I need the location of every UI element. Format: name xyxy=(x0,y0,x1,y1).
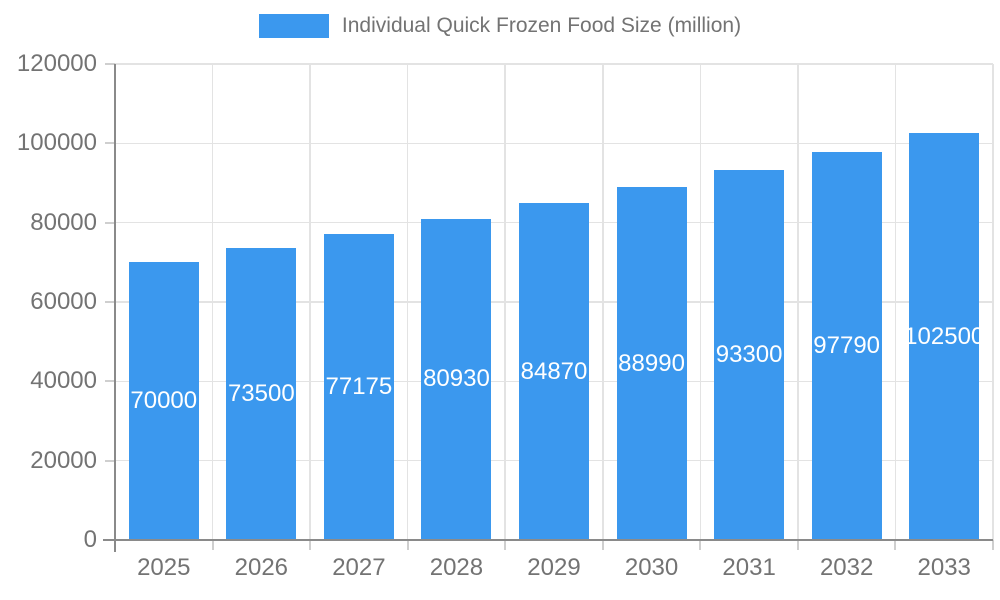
y-axis-tick xyxy=(105,380,115,383)
x-axis-tick xyxy=(601,540,604,550)
bar xyxy=(616,187,687,540)
h-gridline xyxy=(115,142,993,145)
bar-value-label: 70000 xyxy=(130,387,198,415)
x-axis-tick-label: 2025 xyxy=(137,554,191,581)
bar-value-label: 80930 xyxy=(423,365,490,393)
x-axis-tick-label: 2029 xyxy=(527,554,581,581)
x-axis-line xyxy=(103,539,993,541)
v-gridline xyxy=(309,64,311,540)
x-axis-tick-label: 2028 xyxy=(429,554,484,581)
y-axis-tick-label: 40000 xyxy=(30,367,97,395)
y-axis-tick-label: 0 xyxy=(83,526,97,553)
y-axis-line xyxy=(114,64,116,552)
bar xyxy=(421,218,492,540)
bar xyxy=(519,203,589,540)
bar xyxy=(128,262,199,540)
x-axis-tick-label: 2032 xyxy=(819,554,874,581)
x-axis-tick xyxy=(894,540,897,550)
y-axis-tick xyxy=(105,63,115,65)
x-axis-tick xyxy=(406,540,409,550)
y-axis-tick xyxy=(105,221,115,224)
v-gridline xyxy=(699,64,702,540)
x-axis-tick-label: 2027 xyxy=(332,554,386,581)
x-axis-tick-label: 2030 xyxy=(624,554,679,581)
v-gridline xyxy=(894,64,897,540)
y-axis-tick-label: 80000 xyxy=(30,208,97,236)
y-axis-tick-label: 120000 xyxy=(16,50,97,77)
bar-value-label: 73500 xyxy=(227,380,295,408)
x-axis-tick xyxy=(992,540,994,550)
h-gridline xyxy=(115,63,993,65)
bar xyxy=(811,152,882,540)
bar-value-label: 88990 xyxy=(618,349,685,377)
bar-value-label: 77175 xyxy=(325,372,393,400)
y-axis-tick xyxy=(105,301,115,303)
v-gridline xyxy=(992,64,994,540)
bar-value-label: 84870 xyxy=(520,357,588,385)
x-axis-tick-label: 2026 xyxy=(234,554,289,581)
x-axis-tick xyxy=(211,540,214,550)
y-axis-tick-label: 20000 xyxy=(30,446,97,474)
legend-swatch xyxy=(258,14,329,38)
y-axis-tick xyxy=(105,459,115,462)
legend: Individual Quick Frozen Food Size (milli… xyxy=(0,14,1000,38)
bar xyxy=(323,233,394,540)
x-axis-tick xyxy=(504,540,507,550)
bar xyxy=(714,169,785,540)
x-axis-tick xyxy=(796,540,799,550)
bar xyxy=(226,248,297,540)
v-gridline xyxy=(797,64,799,540)
y-axis-tick-label: 60000 xyxy=(30,288,97,315)
x-axis-tick-label: 2031 xyxy=(722,554,776,581)
bar-value-label: 93300 xyxy=(715,340,783,368)
x-axis-tick xyxy=(699,540,702,550)
x-axis-tick-label: 2033 xyxy=(917,554,971,581)
v-gridline xyxy=(602,64,604,540)
v-gridline xyxy=(211,64,214,540)
bar xyxy=(909,133,980,540)
x-axis-tick xyxy=(309,540,312,550)
bar-value-label: 102500 xyxy=(904,322,985,350)
y-axis-tick xyxy=(105,142,115,145)
v-gridline xyxy=(406,64,409,540)
y-axis-tick-label: 100000 xyxy=(16,129,97,157)
bar-value-label: 97790 xyxy=(813,332,881,360)
legend-label: Individual Quick Frozen Food Size (milli… xyxy=(341,14,742,37)
v-gridline xyxy=(504,64,506,540)
